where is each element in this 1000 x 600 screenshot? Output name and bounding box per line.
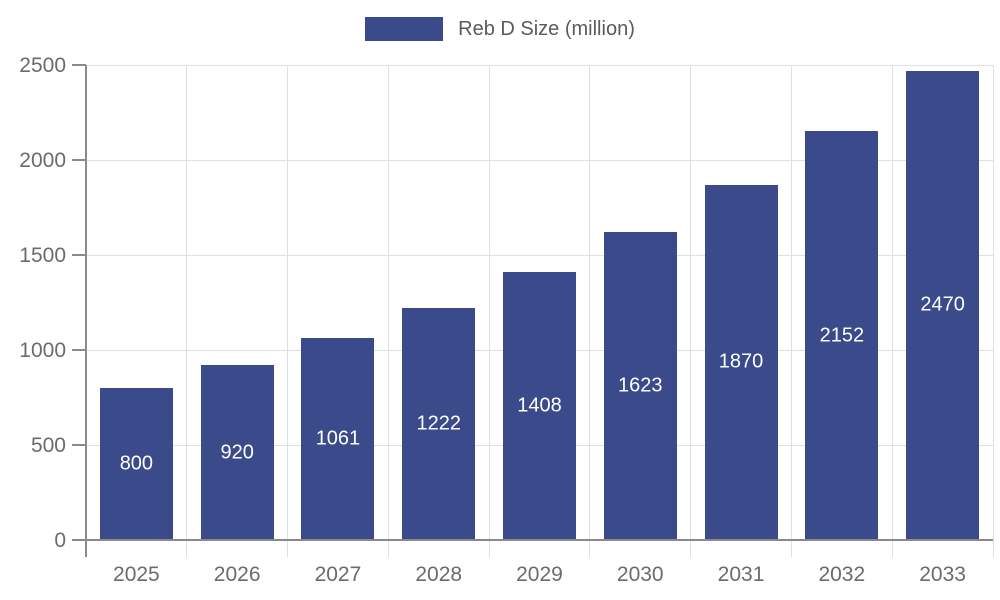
y-axis-tick <box>72 159 86 161</box>
x-axis-tick <box>690 540 692 557</box>
y-axis-tick <box>72 64 86 66</box>
bar-value-label: 1408 <box>517 394 562 417</box>
x-axis-line <box>72 539 993 541</box>
x-axis-tick <box>589 540 591 557</box>
x-tick-label: 2025 <box>113 563 160 586</box>
x-tick-label: 2032 <box>818 563 866 586</box>
bar[interactable]: 1222 <box>402 307 476 540</box>
y-tick-label: 1000 <box>19 339 66 362</box>
bar-value-label: 2470 <box>920 293 965 316</box>
bar[interactable]: 1061 <box>301 338 375 540</box>
bar-value-label: 1870 <box>718 350 764 373</box>
x-tick-label: 2029 <box>516 563 563 586</box>
x-axis-tick <box>992 540 994 557</box>
gridline-horizontal <box>86 159 993 161</box>
x-tick-label: 2033 <box>919 563 966 586</box>
y-tick-label: 1500 <box>19 244 66 267</box>
x-tick-label: 2026 <box>213 563 261 586</box>
y-axis-tick <box>72 444 86 446</box>
x-axis-tick <box>488 540 490 557</box>
gridline-vertical <box>387 65 389 540</box>
gridline-horizontal <box>86 64 993 66</box>
gridline-vertical <box>790 65 792 540</box>
x-axis-tick <box>891 540 893 557</box>
bar-value-label: 920 <box>220 441 254 464</box>
bar-value-label: 2152 <box>819 324 865 347</box>
bar[interactable]: 1623 <box>603 231 677 540</box>
y-axis-tick <box>72 254 86 256</box>
x-axis-tick <box>387 540 389 557</box>
x-tick-label: 2030 <box>616 563 664 586</box>
x-axis-tick <box>287 540 289 557</box>
y-tick-label: 0 <box>54 529 66 552</box>
bar[interactable]: 2152 <box>805 131 879 540</box>
bar[interactable]: 1870 <box>704 184 778 540</box>
x-axis-tick <box>790 540 792 557</box>
gridline-vertical <box>589 65 591 540</box>
bar-value-label: 1061 <box>315 427 361 450</box>
gridline-vertical <box>690 65 692 540</box>
bar-value-label: 1623 <box>618 374 663 397</box>
x-tick-label: 2028 <box>415 563 463 586</box>
gridline-horizontal <box>86 254 993 256</box>
gridline-vertical <box>287 65 289 540</box>
y-tick-label: 500 <box>30 434 66 457</box>
legend-label: Reb D Size (million) <box>458 17 635 40</box>
bar-value-label: 800 <box>119 452 154 475</box>
bar[interactable]: 800 <box>99 388 173 540</box>
bar-value-label: 1222 <box>416 412 461 435</box>
gridline-vertical <box>488 65 490 540</box>
y-tick-label: 2000 <box>19 149 66 172</box>
legend[interactable]: Reb D Size (million) <box>0 17 1000 41</box>
bar[interactable]: 2470 <box>906 70 980 540</box>
x-tick-label: 2031 <box>717 563 765 586</box>
gridline-vertical <box>186 65 188 540</box>
y-axis-tick <box>72 349 86 351</box>
x-tick-label: 2027 <box>314 563 362 586</box>
bar[interactable]: 1408 <box>503 272 576 540</box>
x-axis-tick <box>186 540 188 557</box>
bar[interactable]: 920 <box>200 365 274 540</box>
gridline-vertical <box>992 65 994 540</box>
y-tick-label: 2500 <box>19 54 66 77</box>
y-axis-line <box>85 65 87 557</box>
legend-swatch <box>365 17 444 41</box>
gridline-vertical <box>891 65 893 540</box>
